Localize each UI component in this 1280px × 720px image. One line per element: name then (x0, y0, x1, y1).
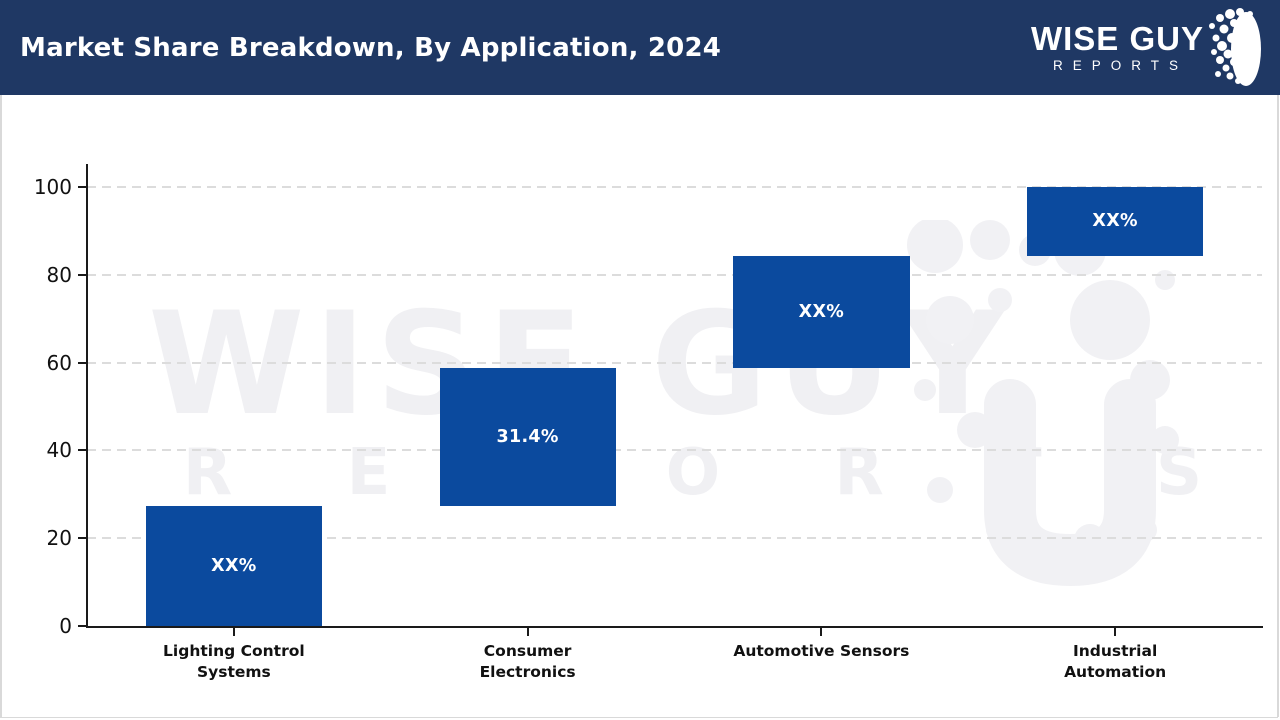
y-tick-label: 0 (59, 614, 72, 638)
x-tick-mark (1114, 628, 1117, 636)
category-label: Lighting Control Systems (163, 642, 305, 681)
y-tick-mark (78, 537, 87, 540)
y-tick-label: 40 (46, 438, 72, 463)
logo-subtitle: REPORTS (1052, 58, 1188, 74)
wiseguy-logo: WISE GUY REPORTS (1031, 7, 1262, 89)
y-tick-label: 60 (46, 350, 72, 375)
panel-border-left (0, 95, 2, 717)
x-tick-mark (526, 628, 529, 636)
y-tick-label: 80 (46, 262, 72, 287)
bar-1: XX% (145, 505, 322, 626)
y-tick-mark (78, 186, 87, 188)
y-tick-label: 100 (33, 175, 72, 199)
y-tick-label: 20 (46, 526, 72, 551)
bar-2: 31.4% (439, 367, 616, 506)
bar-value-label: XX% (211, 555, 257, 576)
y-tick-mark (78, 625, 87, 627)
bar-value-label: XX% (798, 301, 845, 322)
x-tick-mark (820, 628, 823, 636)
y-tick-mark (78, 361, 87, 364)
panel-border-bottom (0, 716, 1278, 718)
bar-3: XX% (733, 255, 910, 368)
gridline-60 (87, 361, 1262, 364)
header: Market Share Breakdown, By Application, … (0, 0, 1280, 95)
y-tick-mark (78, 273, 87, 276)
x-axis-line (86, 626, 1263, 628)
category-label: Automotive Sensors (733, 642, 910, 660)
page-title: Market Share Breakdown, By Application, … (20, 32, 722, 63)
category-label: Consumer Electronics (479, 642, 576, 681)
bar-value-label: 31.4% (496, 426, 559, 447)
gridline-80 (87, 273, 1262, 276)
logo-text: WISE GUY REPORTS (1031, 22, 1204, 73)
dotted-head-profile-icon (1209, 7, 1261, 86)
gridline-100 (87, 186, 1262, 188)
bar-value-label: XX% (1092, 211, 1138, 232)
y-axis-line (86, 164, 88, 628)
gridline-20 (87, 537, 1262, 540)
category-label: Industrial Automation (1064, 642, 1167, 681)
gridline-40 (87, 449, 1262, 452)
bar-4: XX% (1027, 187, 1204, 256)
panel-border-right (1277, 95, 1279, 717)
logo-wordmark: WISE GUY (1030, 20, 1204, 58)
x-tick-mark (232, 628, 235, 636)
y-tick-mark (78, 449, 87, 452)
